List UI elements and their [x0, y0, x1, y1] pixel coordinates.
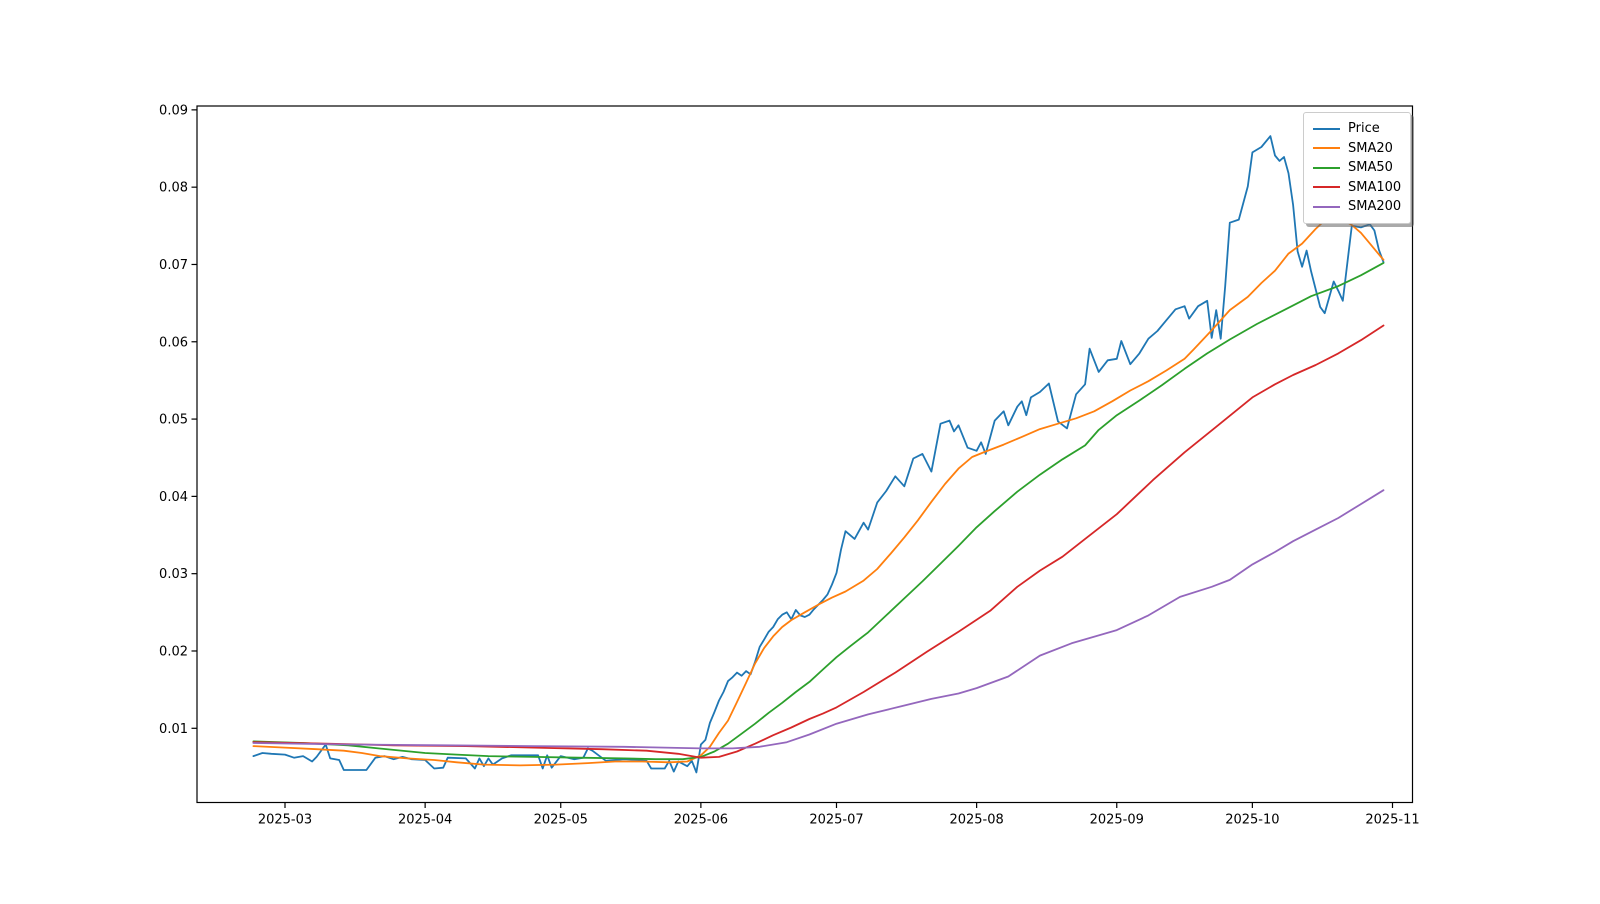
x-tick-label: 2025-07: [809, 813, 863, 828]
legend-swatch-price: [1313, 127, 1340, 130]
legend-swatch-sma50: [1313, 166, 1340, 169]
legend-swatch-sma20: [1313, 147, 1340, 150]
x-tick-label: 2025-06: [674, 813, 728, 828]
y-tick-label: 0.04: [159, 490, 188, 505]
y-tick-label: 0.06: [159, 335, 188, 350]
legend-label-sma50: SMA50: [1348, 160, 1393, 176]
series-line-sma100: [252, 324, 1385, 759]
y-tick-label: 0.08: [159, 181, 188, 196]
legend-label-sma100: SMA100: [1348, 179, 1402, 195]
legend-item-price: Price: [1313, 119, 1401, 139]
x-tick-label: 2025-05: [534, 813, 588, 828]
legend-label-sma20: SMA20: [1348, 140, 1393, 156]
legend-item-sma200: SMA200: [1313, 197, 1401, 217]
x-tick-label: 2025-10: [1225, 813, 1279, 828]
x-tick-label: 2025-08: [949, 813, 1003, 828]
legend-item-sma50: SMA50: [1313, 158, 1401, 178]
legend-label-sma200: SMA200: [1348, 199, 1402, 215]
legend-item-sma20: SMA20: [1313, 139, 1401, 159]
y-tick-label: 0.09: [159, 103, 188, 118]
x-tick-label: 2025-03: [258, 813, 312, 828]
series-line-sma200: [252, 489, 1385, 750]
x-tick-label: 2025-04: [398, 813, 452, 828]
legend-swatch-sma200: [1313, 205, 1340, 208]
legend-item-sma100: SMA100: [1313, 178, 1401, 198]
series-line-price: [252, 135, 1385, 774]
legend-label-price: Price: [1348, 121, 1380, 137]
legend-swatch-sma100: [1313, 186, 1340, 189]
y-tick-label: 0.07: [159, 258, 188, 273]
y-tick-label: 0.05: [159, 413, 188, 428]
chart-legend: Price SMA20 SMA50 SMA100 SMA200: [1303, 112, 1411, 224]
y-tick-label: 0.03: [159, 567, 188, 582]
y-tick-label: 0.01: [159, 722, 188, 737]
series-line-sma20: [252, 216, 1385, 767]
x-tick-label: 2025-11: [1365, 813, 1419, 828]
y-tick-label: 0.02: [159, 644, 188, 659]
axes-box: [196, 105, 1414, 804]
x-tick-label: 2025-09: [1090, 813, 1144, 828]
series-line-sma50: [252, 261, 1385, 761]
